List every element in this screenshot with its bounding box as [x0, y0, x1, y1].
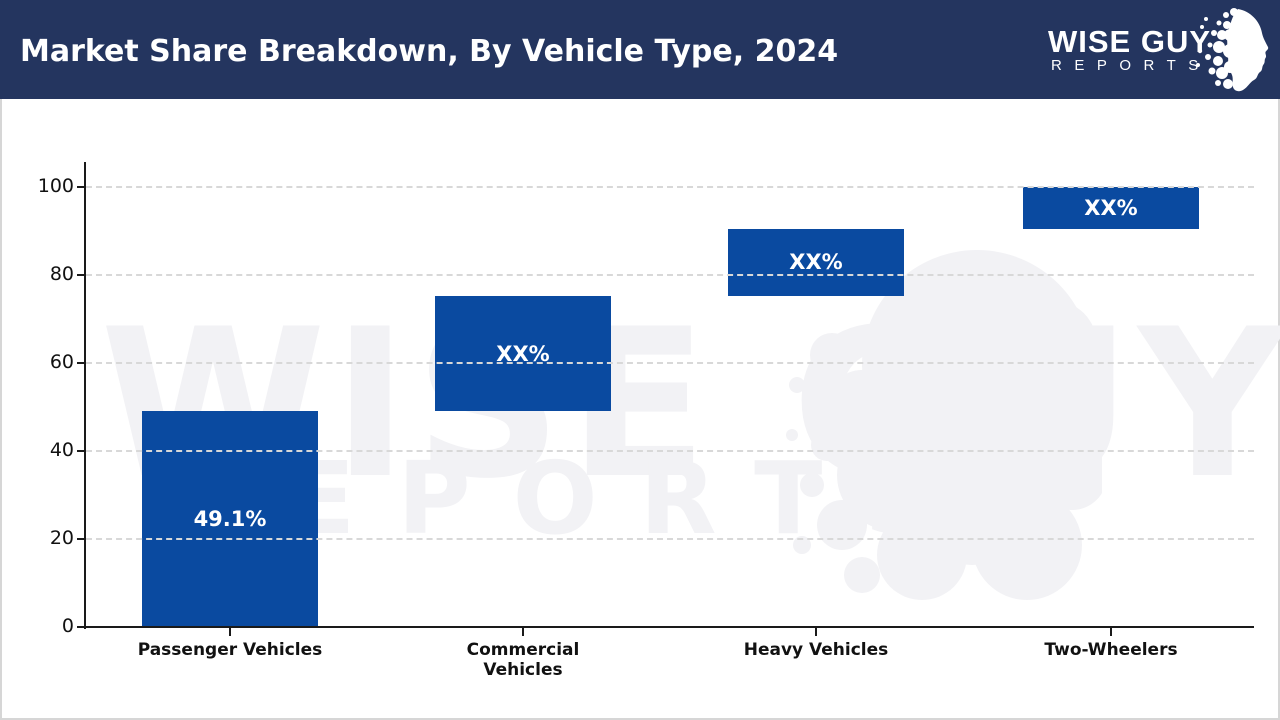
y-tick-label: 40	[49, 439, 74, 461]
x-tick-mark	[522, 628, 524, 636]
x-tick-mark	[815, 628, 817, 636]
y-gridline	[86, 186, 1254, 188]
bar-value-label: 49.1%	[193, 506, 267, 531]
y-tick-mark	[77, 362, 86, 364]
bar: 49.1%	[142, 410, 318, 627]
y-gridline	[86, 274, 1254, 276]
x-tick-mark	[229, 628, 231, 636]
x-category-label: Two-Wheelers	[1044, 640, 1178, 660]
brand-logo-subname: REPORTS	[1051, 57, 1211, 74]
x-category-label: Commercial Vehicles	[466, 640, 580, 681]
y-gridline	[86, 450, 1254, 452]
brand-head-icon	[1196, 8, 1269, 92]
y-tick-mark	[77, 186, 86, 188]
y-tick-label: 100	[37, 175, 74, 197]
x-axis-line	[84, 626, 1254, 628]
page-title: Market Share Breakdown, By Vehicle Type,…	[20, 34, 839, 69]
watermark: WISE GUY REPORTS	[0, 99, 1280, 720]
y-axis-line	[84, 162, 86, 629]
x-category-label: Passenger Vehicles	[137, 640, 323, 660]
y-tick-mark	[77, 626, 86, 628]
y-tick-mark	[77, 450, 86, 452]
bar: XX%	[728, 228, 904, 297]
brand-logo-name: WISE GUY	[1048, 24, 1212, 59]
header-bar: Market Share Breakdown, By Vehicle Type,…	[0, 0, 1280, 99]
watermark-head-icon	[782, 250, 1102, 600]
bar-value-label: XX%	[1084, 195, 1138, 220]
y-tick-mark	[77, 538, 86, 540]
bar-value-label: XX%	[789, 250, 843, 275]
bar-value-label: XX%	[496, 341, 550, 366]
y-tick-label: 20	[49, 527, 74, 549]
brand-logo: WISE GUY REPORTS	[1032, 0, 1272, 99]
y-gridline	[86, 362, 1254, 364]
y-tick-label: 60	[49, 351, 74, 373]
y-gridline	[86, 538, 1254, 540]
bar: XX%	[1023, 187, 1199, 229]
y-tick-label: 0	[61, 615, 74, 637]
y-tick-mark	[77, 274, 86, 276]
x-tick-mark	[1110, 628, 1112, 636]
y-tick-label: 80	[49, 263, 74, 285]
x-category-label: Heavy Vehicles	[743, 640, 889, 660]
bar: XX%	[435, 296, 611, 411]
